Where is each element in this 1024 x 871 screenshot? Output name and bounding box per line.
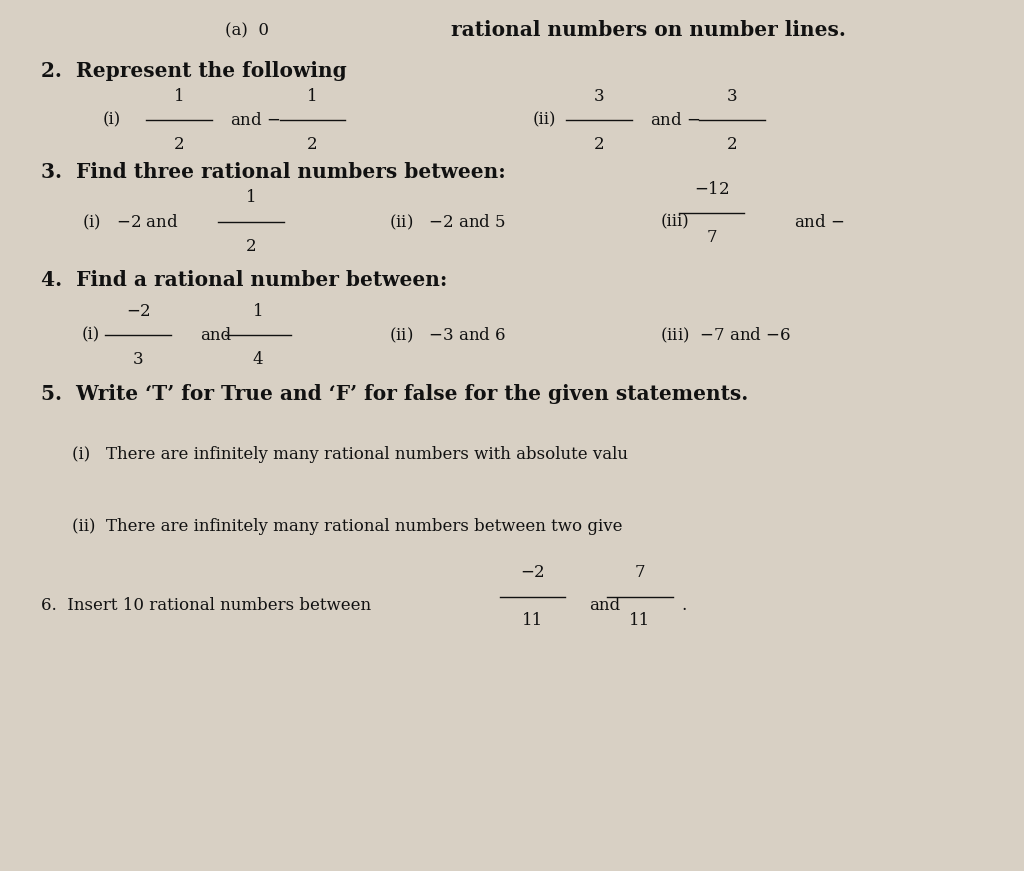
Text: (iii)  $-$7 and $-$6: (iii) $-$7 and $-$6 xyxy=(660,326,792,345)
Text: $-$12: $-$12 xyxy=(694,180,729,198)
Text: and: and xyxy=(589,597,620,614)
Text: 11: 11 xyxy=(630,612,650,630)
Text: (iii): (iii) xyxy=(660,213,689,231)
Text: and $-$: and $-$ xyxy=(794,213,845,231)
Text: (i): (i) xyxy=(102,111,121,129)
Text: 2: 2 xyxy=(174,136,184,153)
Text: 7: 7 xyxy=(635,564,645,581)
Text: 1: 1 xyxy=(253,302,263,320)
Text: (ii)   $-$2 and 5: (ii) $-$2 and 5 xyxy=(389,213,506,232)
Text: (ii)   $-$3 and 6: (ii) $-$3 and 6 xyxy=(389,326,507,345)
Text: and: and xyxy=(200,327,230,344)
Text: 1: 1 xyxy=(307,87,317,105)
Text: $-$2: $-$2 xyxy=(126,302,151,320)
Text: .: . xyxy=(681,597,686,614)
Text: 1: 1 xyxy=(174,87,184,105)
Text: 2: 2 xyxy=(727,136,737,153)
Text: rational numbers on number lines.: rational numbers on number lines. xyxy=(451,21,846,40)
Text: 2.  Represent the following: 2. Represent the following xyxy=(41,62,347,81)
Text: 3.  Find three rational numbers between:: 3. Find three rational numbers between: xyxy=(41,162,506,181)
Text: (i)   There are infinitely many rational numbers with absolute valu: (i) There are infinitely many rational n… xyxy=(72,446,628,463)
Text: 3: 3 xyxy=(133,351,143,368)
Text: 6.  Insert 10 rational numbers between: 6. Insert 10 rational numbers between xyxy=(41,597,371,614)
Text: 11: 11 xyxy=(522,612,543,630)
Text: 4.  Find a rational number between:: 4. Find a rational number between: xyxy=(41,271,447,290)
Text: $-$2: $-$2 xyxy=(520,564,545,581)
Text: 2: 2 xyxy=(594,136,604,153)
Text: (i): (i) xyxy=(82,327,100,344)
Text: 3: 3 xyxy=(594,87,604,105)
Text: and $-$: and $-$ xyxy=(230,111,282,129)
Text: 2: 2 xyxy=(246,238,256,255)
Text: (a)  0: (a) 0 xyxy=(225,22,269,39)
Text: 7: 7 xyxy=(707,229,717,246)
Text: 3: 3 xyxy=(727,87,737,105)
Text: 4: 4 xyxy=(253,351,263,368)
Text: (ii): (ii) xyxy=(532,111,556,129)
Text: 5.  Write ‘T’ for True and ‘F’ for false for the given statements.: 5. Write ‘T’ for True and ‘F’ for false … xyxy=(41,384,749,403)
Text: (ii)  There are infinitely many rational numbers between two give: (ii) There are infinitely many rational … xyxy=(72,518,623,536)
Text: 2: 2 xyxy=(307,136,317,153)
Text: 1: 1 xyxy=(246,189,256,206)
Text: (i)   $-$2 and: (i) $-$2 and xyxy=(82,213,178,232)
Text: and $-$: and $-$ xyxy=(650,111,701,129)
